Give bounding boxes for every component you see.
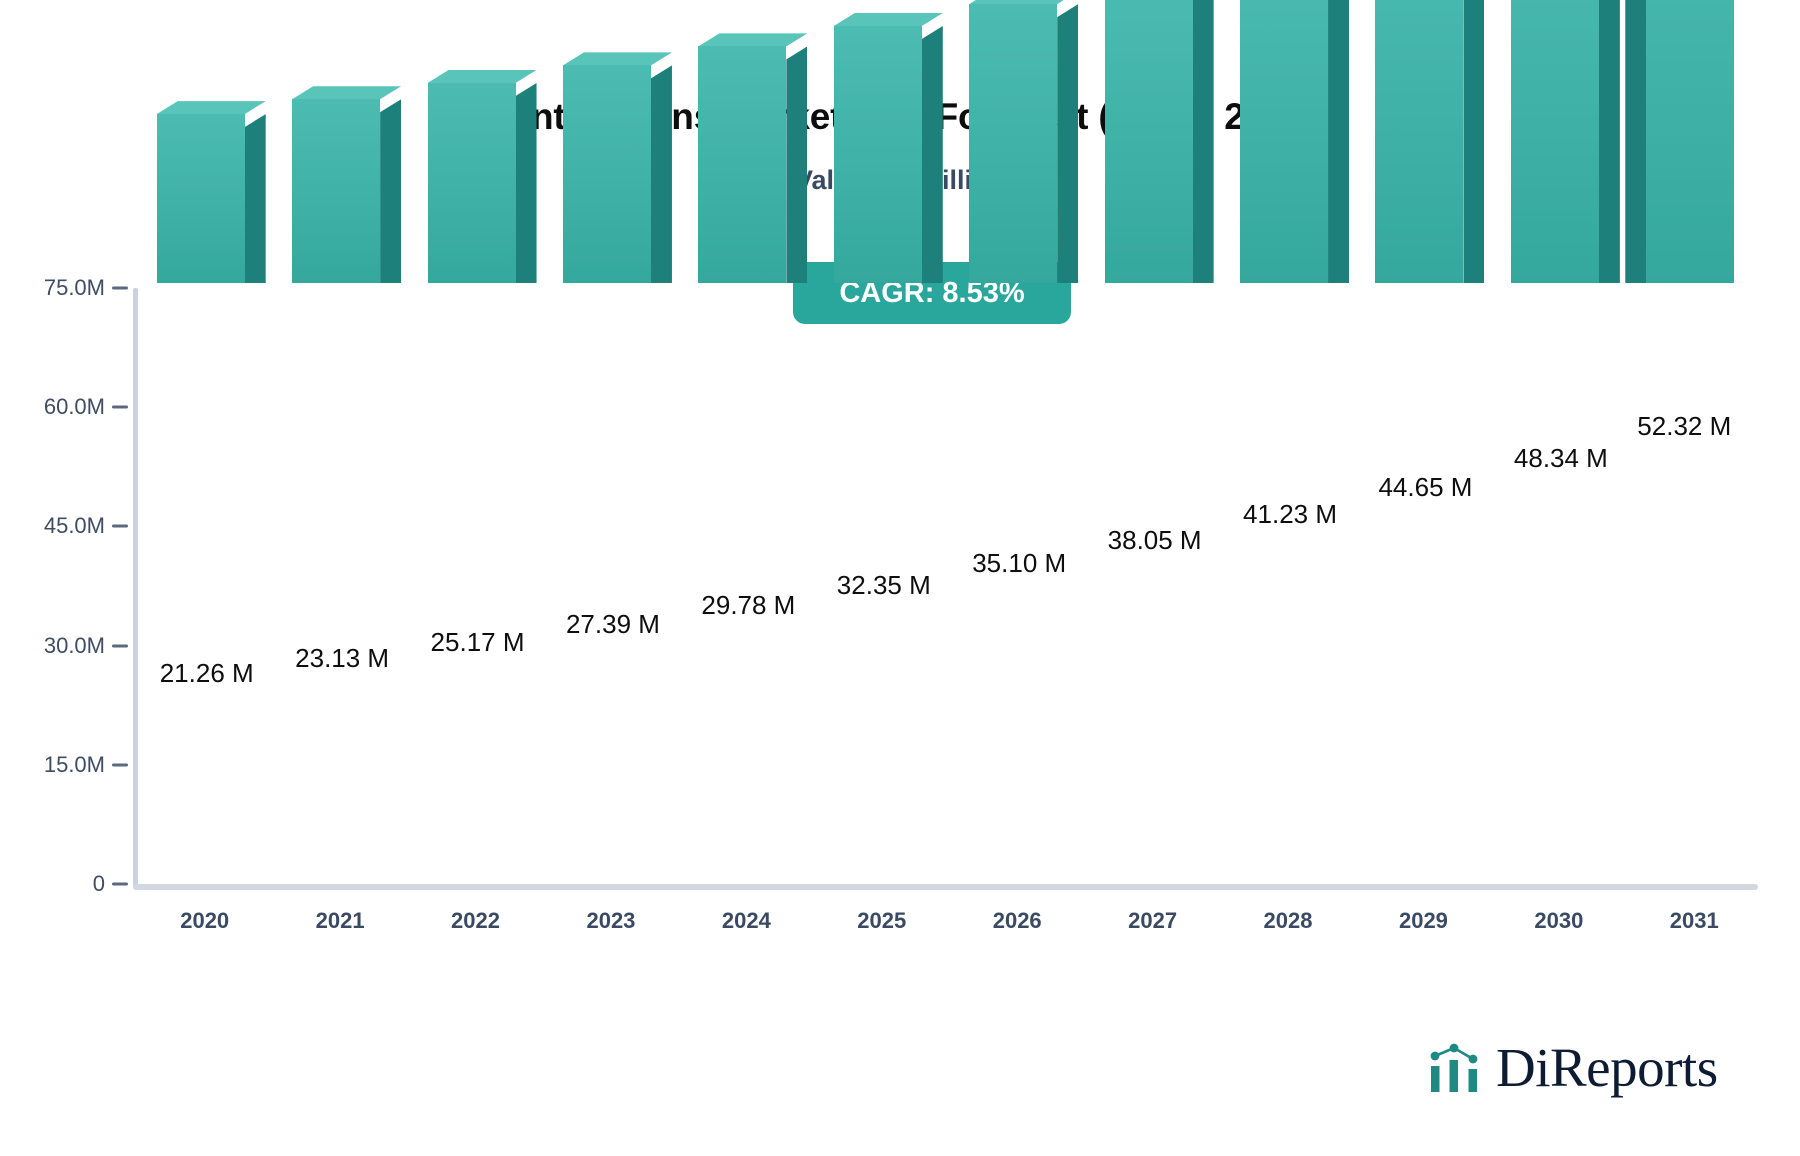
bar-front-face (1646, 0, 1735, 283)
bar-value-label: 21.26 M (159, 658, 254, 689)
bar-top-face (969, 0, 1078, 4)
x-axis-tick-label: 2020 (180, 908, 230, 933)
bar-top-face (428, 70, 537, 83)
y-axis-labels: 0 15.0M 30.0M 45.0M 60.0M 75.0M (0, 0, 105, 1156)
bar (1625, 0, 1735, 283)
bar-value-label: 35.10 M (972, 548, 1067, 579)
bar (1240, 0, 1350, 283)
bar-value-label: 25.17 M (430, 626, 525, 657)
x-axis-tick-label: 2022 (451, 908, 501, 933)
x-axis-tick-label: 2029 (1398, 908, 1448, 933)
bar (427, 82, 537, 283)
y-axis-tick-mark (112, 882, 128, 886)
x-axis-tick-label: 2023 (586, 908, 636, 933)
x-axis-tick-label: 2024 (721, 908, 771, 933)
bar (562, 65, 672, 283)
bar-side-face (921, 25, 943, 283)
bar-front-face (1375, 0, 1464, 283)
x-axis-tick-label: 2027 (1128, 908, 1178, 933)
bar (1375, 0, 1485, 283)
bar (833, 25, 943, 283)
bar-front-face (1240, 0, 1329, 283)
bar-value-label: 48.34 M (1513, 442, 1608, 473)
bar-side-face (1598, 0, 1620, 283)
bar-top-face (698, 33, 807, 46)
bar-top-face (157, 101, 266, 114)
bar-front-face (427, 82, 516, 283)
y-axis-tick-label: 45.0M (43, 513, 105, 539)
bar (1510, 0, 1620, 283)
bar (156, 114, 266, 283)
x-axis-tick-label: 2028 (1263, 908, 1313, 933)
y-axis-tick-mark (112, 286, 128, 290)
bar-value-label: 44.65 M (1378, 472, 1473, 503)
bar-side-face (1057, 4, 1079, 283)
bar (698, 46, 808, 283)
y-axis-line (133, 288, 138, 888)
bar-front-face (1104, 0, 1193, 283)
x-axis-tick-label: 2026 (992, 908, 1042, 933)
bar-side-face (1625, 0, 1647, 283)
bar-side-face (244, 114, 266, 283)
bar-value-label: 29.78 M (701, 590, 796, 621)
bar-chart-icon (1430, 1043, 1478, 1092)
y-axis-tick-label: 30.0M (43, 632, 105, 658)
bar-side-face (1328, 0, 1350, 283)
bar-side-face (1192, 0, 1214, 283)
bar (292, 99, 402, 283)
x-axis-tick-label: 2025 (857, 908, 907, 933)
bar-side-face (380, 99, 402, 283)
x-axis-line (133, 884, 1758, 890)
y-axis-tick-mark (112, 524, 128, 528)
direports-logo: DiReports (1428, 1040, 1718, 1095)
bar-side-face (515, 82, 537, 283)
x-axis-tick-label: 2021 (315, 908, 365, 933)
y-axis-tick-mark (112, 644, 128, 648)
bar-side-face (1463, 0, 1485, 283)
bar-front-face (156, 114, 245, 283)
bars-layer (133, 0, 1758, 887)
bar (1104, 0, 1214, 283)
bar-front-face (698, 46, 787, 283)
bar-front-face (562, 65, 651, 283)
logo-text: DiReports (1496, 1037, 1718, 1098)
bar-value-label: 32.35 M (836, 569, 931, 600)
bar-value-label: 38.05 M (1107, 524, 1202, 555)
bar-value-label: 27.39 M (565, 609, 660, 640)
bar-side-face (786, 46, 808, 283)
bar-value-label: 41.23 M (1243, 499, 1338, 530)
bar-front-face (1510, 0, 1599, 283)
y-axis-tick-label: 0 (92, 871, 105, 896)
bar (969, 4, 1079, 283)
bar-front-face (969, 4, 1058, 283)
y-axis-tick-label: 15.0M (43, 751, 105, 777)
y-axis-tick-mark (112, 405, 128, 409)
bar-top-face (563, 52, 672, 65)
bar-value-label: 23.13 M (295, 643, 390, 674)
y-axis-tick-mark (112, 763, 128, 767)
x-axis-tick-label: 2031 (1669, 908, 1719, 933)
x-axis-tick-label: 2030 (1534, 908, 1584, 933)
y-axis-tick-label: 60.0M (43, 394, 105, 420)
bar-front-face (292, 99, 381, 283)
bar-top-face (292, 86, 401, 99)
bar-side-face (650, 65, 672, 283)
bar-front-face (833, 25, 922, 283)
bar-value-label: 52.32 M (1637, 411, 1732, 442)
y-axis-tick-label: 75.0M (43, 275, 105, 300)
bar-top-face (834, 13, 943, 26)
